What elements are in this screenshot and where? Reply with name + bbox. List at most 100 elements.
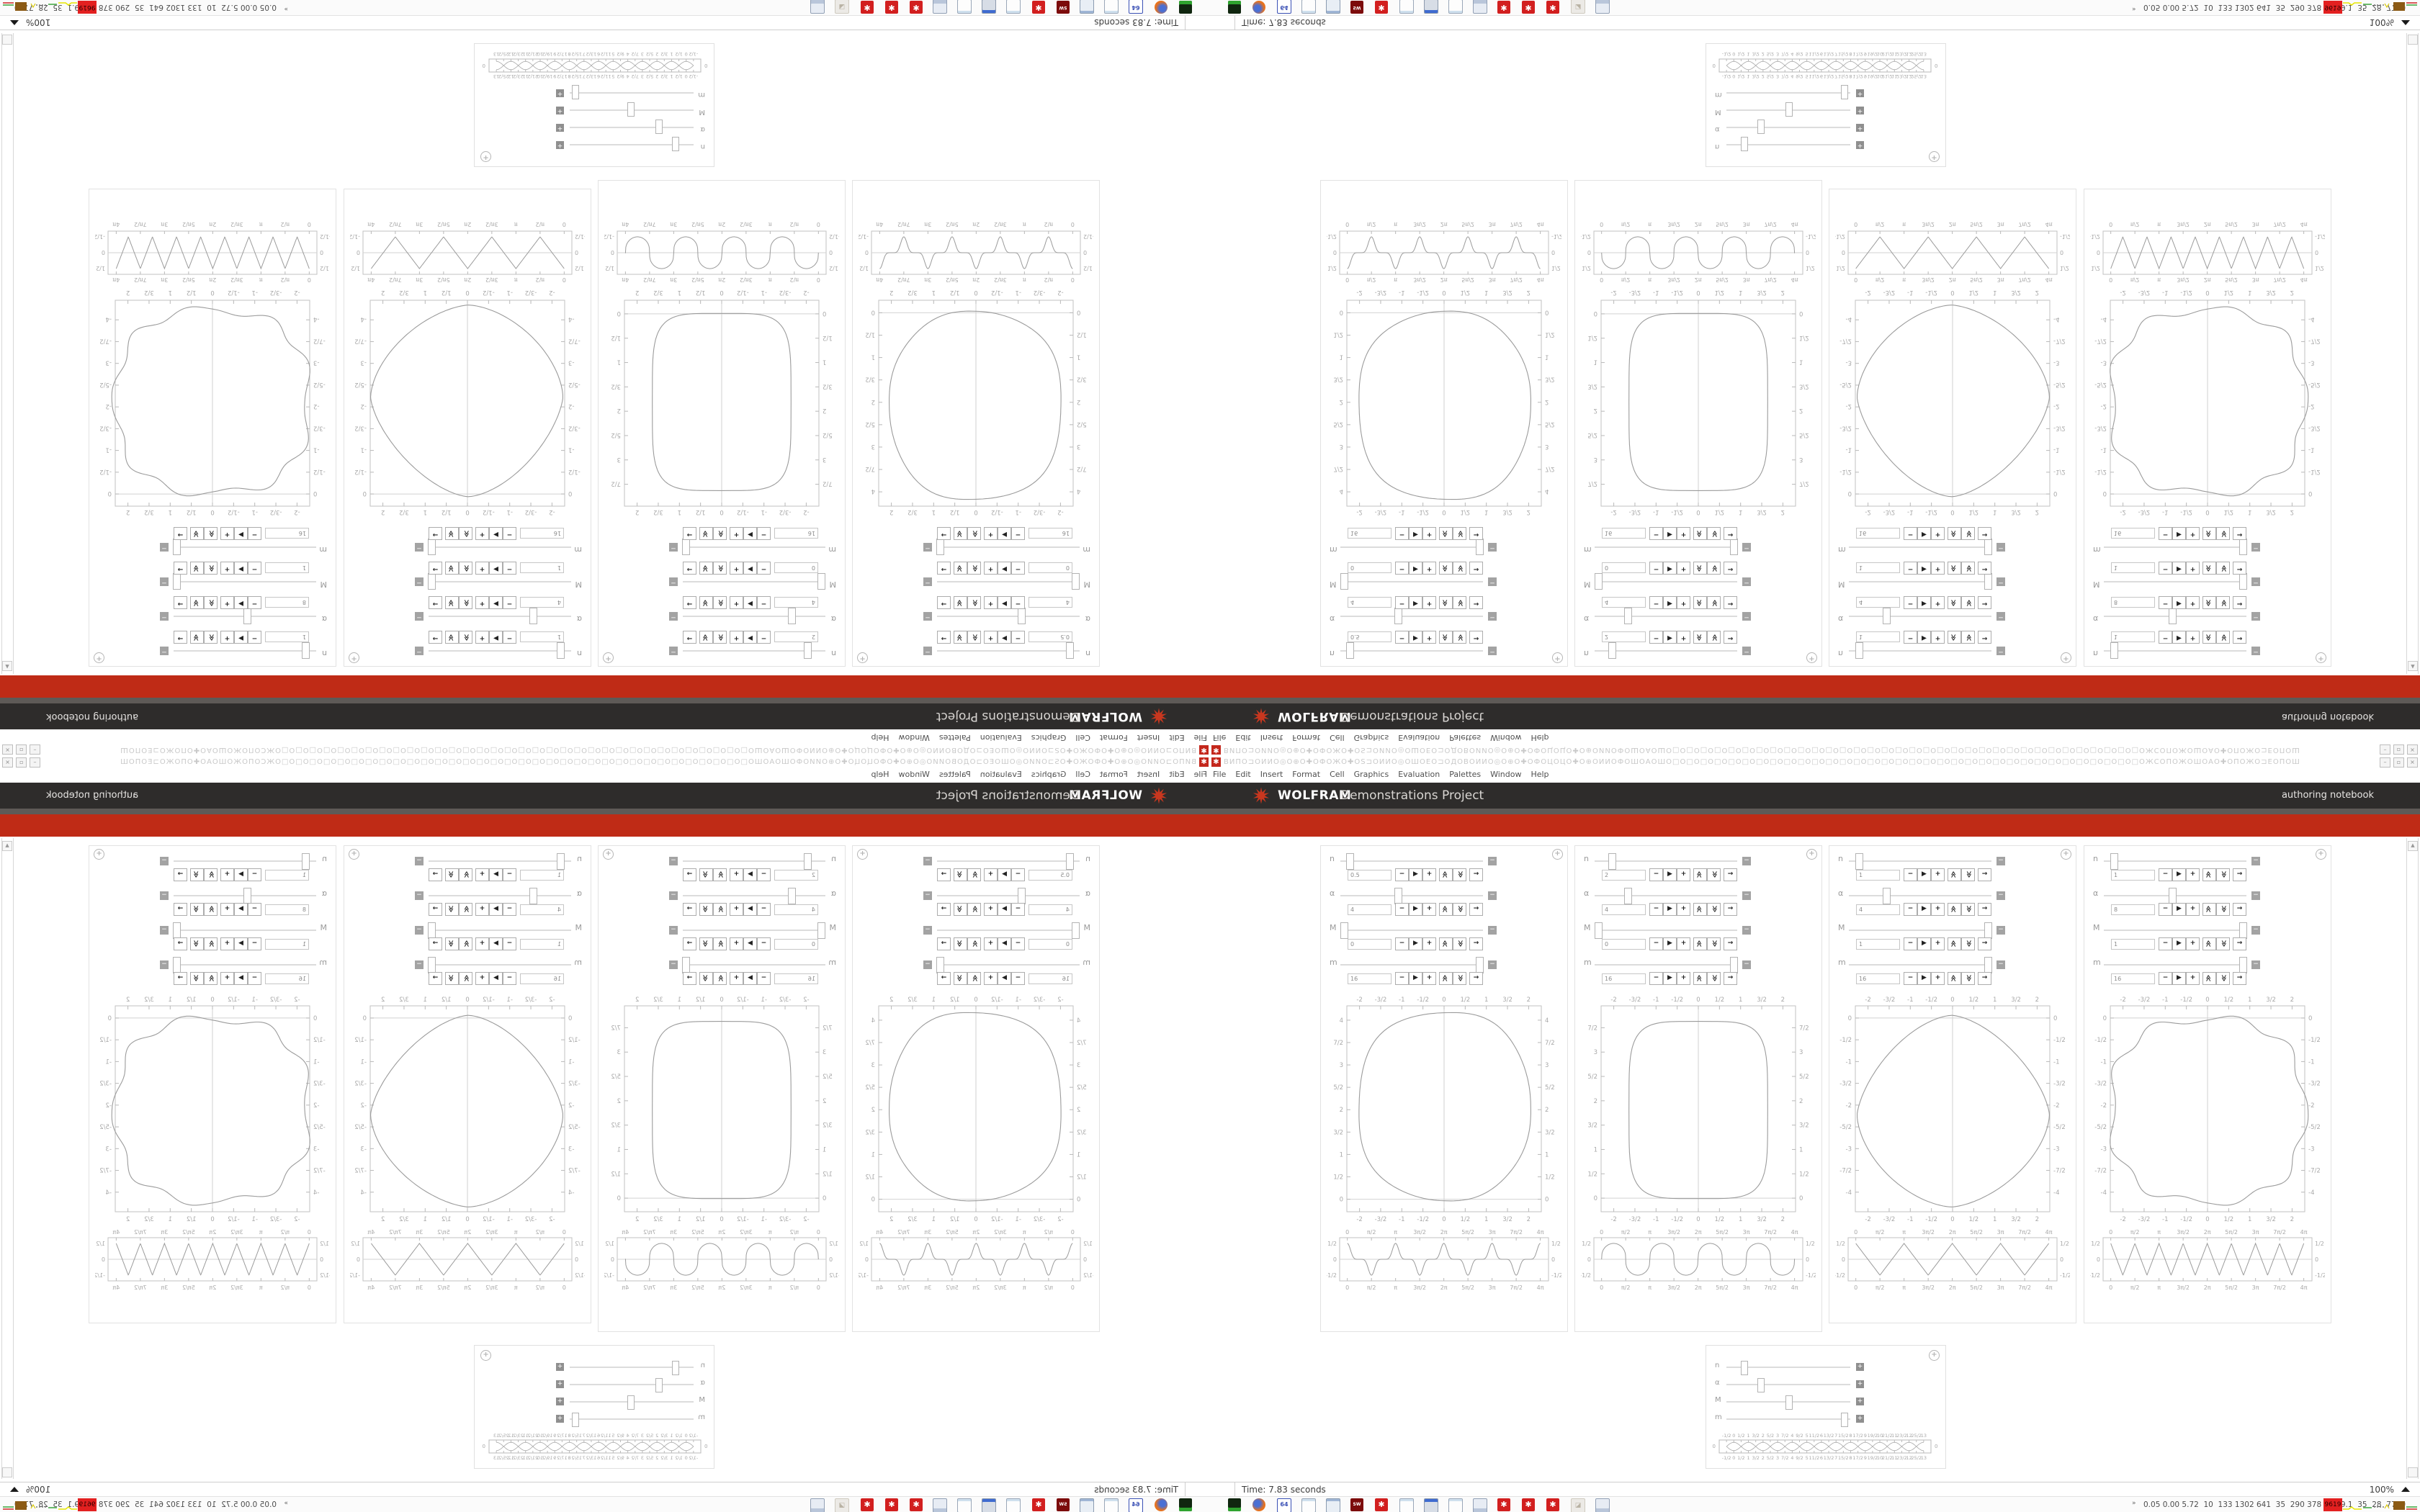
direction-button[interactable]: → [1469,868,1483,881]
step-down-button[interactable]: − [757,937,771,950]
terminal-icon[interactable] [1228,1498,1241,1511]
value-field[interactable]: 4 [774,904,818,915]
slider-track[interactable] [174,642,316,659]
faster-button[interactable]: ≫ [2202,562,2216,575]
slower-button[interactable]: ≫ [190,972,204,985]
step-up-button[interactable]: + [2186,562,2200,575]
step-up-button[interactable]: + [1422,631,1436,644]
collapse-controls-icon[interactable]: − [1488,647,1497,655]
value-field[interactable]: 1 [1856,939,1900,950]
collapse-controls-icon[interactable]: − [1996,647,2005,655]
collapse-controls-icon[interactable]: − [669,857,678,865]
expand-controls-icon[interactable]: + [556,89,564,97]
window-icon[interactable] [982,1498,996,1512]
muted-image-icon[interactable]: ◪ [835,1498,849,1512]
direction-button[interactable]: → [1724,527,1737,540]
slider-track[interactable] [570,1361,694,1375]
direction-button[interactable]: → [429,596,442,609]
direction-button[interactable]: → [1469,562,1483,575]
play-button[interactable]: ▶ [2172,972,2186,985]
play-button[interactable]: ▶ [998,903,1011,916]
collapse-controls-icon[interactable]: − [1488,960,1497,969]
faster-button[interactable]: ≫ [967,596,981,609]
faster-button[interactable]: ≫ [1948,868,1961,881]
slider-thumb[interactable] [655,1378,663,1392]
slider-track[interactable] [1340,573,1483,590]
play-button[interactable]: ▶ [1409,596,1422,609]
slider-track[interactable] [1726,1395,1850,1410]
expand-controls-icon[interactable]: + [556,1363,564,1371]
value-field[interactable]: 0 [774,939,818,950]
slider-thumb[interactable] [1608,853,1616,870]
firefox-icon[interactable] [1252,1498,1265,1511]
step-up-button[interactable]: + [475,903,489,916]
menu-format[interactable]: Format [1292,733,1321,742]
collapse-controls-icon[interactable]: − [923,960,932,969]
collapse-controls-icon[interactable]: − [415,960,424,969]
step-down-button[interactable]: − [248,937,261,950]
menu-graphics[interactable]: Graphics [1031,770,1067,779]
step-down-button[interactable]: − [757,527,771,540]
slider-track[interactable] [2104,573,2247,590]
printer-icon[interactable] [1595,0,1610,14]
faster-button[interactable]: ≫ [713,937,727,950]
value-field[interactable]: 0.5 [1028,870,1072,881]
collapse-controls-icon[interactable]: − [160,577,169,586]
faster-button[interactable]: ≫ [1693,972,1707,985]
expand-controls-icon[interactable]: + [1856,107,1864,114]
step-down-button[interactable]: − [503,903,516,916]
slider-track[interactable] [1849,922,1992,939]
expand-controls-icon[interactable]: + [1856,1398,1864,1405]
slider-track[interactable] [1595,539,1738,555]
direction-button[interactable]: → [2233,937,2246,950]
value-field[interactable]: 16 [1602,973,1646,984]
value-field[interactable]: 2 [1602,631,1646,642]
slider-thumb[interactable] [1345,853,1354,870]
step-down-button[interactable]: − [1904,868,1917,881]
direction-button[interactable]: → [174,937,187,950]
faster-button[interactable]: ≫ [2202,596,2216,609]
slider-track[interactable] [683,922,825,939]
slider-thumb[interactable] [529,888,537,904]
slider-thumb[interactable] [1984,922,1992,939]
direction-button[interactable]: → [1724,937,1737,950]
slider-thumb[interactable] [1017,888,1026,904]
faster-button[interactable]: ≫ [713,562,727,575]
slower-button[interactable]: ≫ [1707,562,1721,575]
step-up-button[interactable]: + [730,562,743,575]
play-button[interactable]: ▶ [743,562,757,575]
slider-thumb[interactable] [655,120,663,134]
window-icon[interactable] [982,0,996,14]
slider-thumb[interactable] [1841,1413,1849,1427]
slider-thumb[interactable] [817,922,825,939]
direction-button[interactable]: → [429,562,442,575]
play-button[interactable]: ▶ [234,868,248,881]
step-up-button[interactable]: + [220,903,234,916]
slider-track[interactable] [937,642,1080,659]
slider-track[interactable] [1595,922,1737,939]
step-down-button[interactable]: − [1395,868,1409,881]
step-down-button[interactable]: − [248,868,261,881]
notepad-icon[interactable] [1448,0,1463,14]
floppy64-icon[interactable]: 64 [1277,1498,1291,1512]
step-down-button[interactable]: − [1904,903,1917,916]
collapse-controls-icon[interactable]: − [923,543,932,552]
slider-track[interactable] [428,573,571,590]
direction-button[interactable]: → [429,527,442,540]
direction-button[interactable]: → [2233,972,2246,985]
play-button[interactable]: ▶ [998,937,1011,950]
value-field[interactable]: 4 [1028,904,1072,915]
play-button[interactable]: ▶ [743,596,757,609]
scroll-corner-box[interactable] [2408,1467,2418,1477]
collapse-controls-icon[interactable]: − [1742,543,1751,552]
slider-track[interactable] [174,888,316,904]
expand-controls-icon[interactable]: + [1856,124,1864,132]
collapse-controls-icon[interactable]: − [160,543,169,552]
slider-track[interactable] [1849,608,1991,624]
slider-thumb[interactable] [1740,1361,1748,1375]
printer-icon[interactable] [1595,1498,1610,1512]
faster-button[interactable]: ≫ [204,972,218,985]
slower-button[interactable]: ≫ [1453,631,1466,644]
direction-button[interactable]: → [1978,562,1991,575]
menu-graphics[interactable]: Graphics [1353,770,1389,779]
